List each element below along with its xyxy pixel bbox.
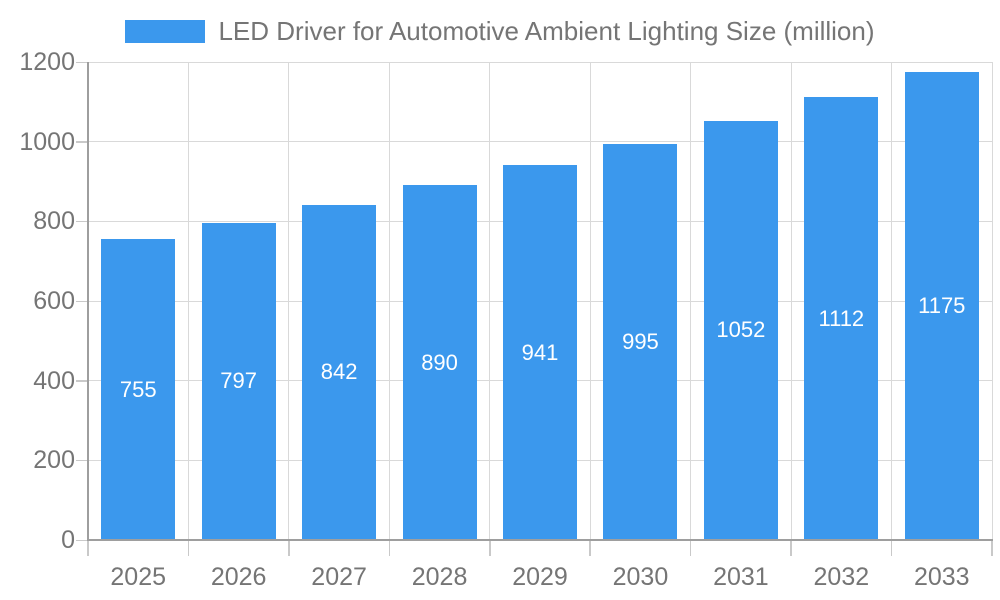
x-axis-label: 2030 bbox=[612, 563, 669, 591]
y-tick-label: 600 bbox=[33, 287, 75, 315]
bar bbox=[703, 120, 778, 540]
x-axis-label: 2033 bbox=[913, 563, 970, 591]
y-gridline bbox=[88, 61, 992, 63]
x-axis-label: 2029 bbox=[512, 563, 568, 591]
y-tick-mark bbox=[76, 380, 88, 382]
x-gridline bbox=[489, 62, 491, 540]
bar bbox=[603, 143, 678, 540]
y-tick-mark bbox=[76, 539, 88, 541]
y-tick-mark bbox=[76, 61, 88, 63]
bar bbox=[402, 185, 477, 540]
y-tick-label: 1200 bbox=[19, 48, 75, 76]
legend-swatch bbox=[125, 19, 206, 43]
bar-value-label: 995 bbox=[622, 328, 659, 354]
bar bbox=[101, 239, 176, 540]
x-tick-mark bbox=[589, 540, 591, 556]
bar-value-label: 890 bbox=[421, 349, 458, 375]
x-gridline bbox=[690, 62, 692, 540]
y-tick-label: 800 bbox=[33, 207, 75, 236]
x-axis-label: 2027 bbox=[311, 563, 367, 591]
legend-item[interactable]: LED Driver for Automotive Ambient Lighti… bbox=[0, 16, 1000, 46]
x-tick-mark bbox=[87, 540, 89, 556]
x-gridline bbox=[891, 62, 893, 540]
y-axis-line bbox=[87, 62, 89, 540]
x-axis-label: 2028 bbox=[411, 563, 468, 591]
bar-value-label: 1112 bbox=[818, 305, 865, 331]
x-gridline bbox=[991, 62, 993, 540]
x-axis-label: 2026 bbox=[210, 563, 267, 591]
y-tick-mark bbox=[76, 459, 88, 462]
bar-value-label: 941 bbox=[521, 339, 559, 365]
x-gridline bbox=[288, 62, 290, 540]
bar-value-label: 1052 bbox=[716, 317, 766, 343]
x-gridline bbox=[187, 62, 189, 540]
x-axis-label: 2031 bbox=[713, 563, 769, 591]
bar-value-label: 797 bbox=[220, 368, 258, 394]
x-tick-mark bbox=[187, 540, 190, 556]
y-tick-label: 0 bbox=[61, 526, 75, 554]
x-axis-label: 2032 bbox=[813, 563, 870, 591]
x-tick-mark bbox=[388, 540, 391, 556]
bar bbox=[302, 204, 377, 540]
y-tick-label: 1000 bbox=[19, 127, 75, 156]
y-gridline bbox=[88, 141, 992, 143]
x-tick-mark bbox=[689, 540, 692, 556]
y-tick-label: 400 bbox=[33, 366, 75, 395]
x-gridline bbox=[388, 62, 390, 540]
x-gridline bbox=[589, 62, 591, 540]
bar-value-label: 755 bbox=[119, 376, 157, 402]
bar bbox=[904, 71, 979, 540]
x-tick-mark bbox=[890, 540, 893, 556]
bar bbox=[804, 97, 879, 540]
bar-value-label: 1175 bbox=[918, 292, 966, 318]
bar-value-label: 842 bbox=[320, 359, 358, 385]
x-axis-label: 2025 bbox=[110, 563, 167, 591]
x-axis-line bbox=[87, 539, 993, 541]
x-tick-mark bbox=[790, 540, 792, 556]
legend-label: LED Driver for Automotive Ambient Lighti… bbox=[218, 16, 875, 46]
x-tick-mark bbox=[489, 540, 491, 556]
y-tick-mark bbox=[76, 141, 88, 143]
x-tick-mark bbox=[991, 540, 993, 556]
y-tick-label: 200 bbox=[33, 446, 75, 475]
bar bbox=[201, 222, 276, 540]
bar bbox=[503, 165, 577, 540]
y-tick-mark bbox=[76, 300, 88, 302]
x-tick-mark bbox=[288, 540, 290, 556]
y-tick-mark bbox=[76, 220, 88, 223]
x-gridline bbox=[790, 62, 792, 540]
